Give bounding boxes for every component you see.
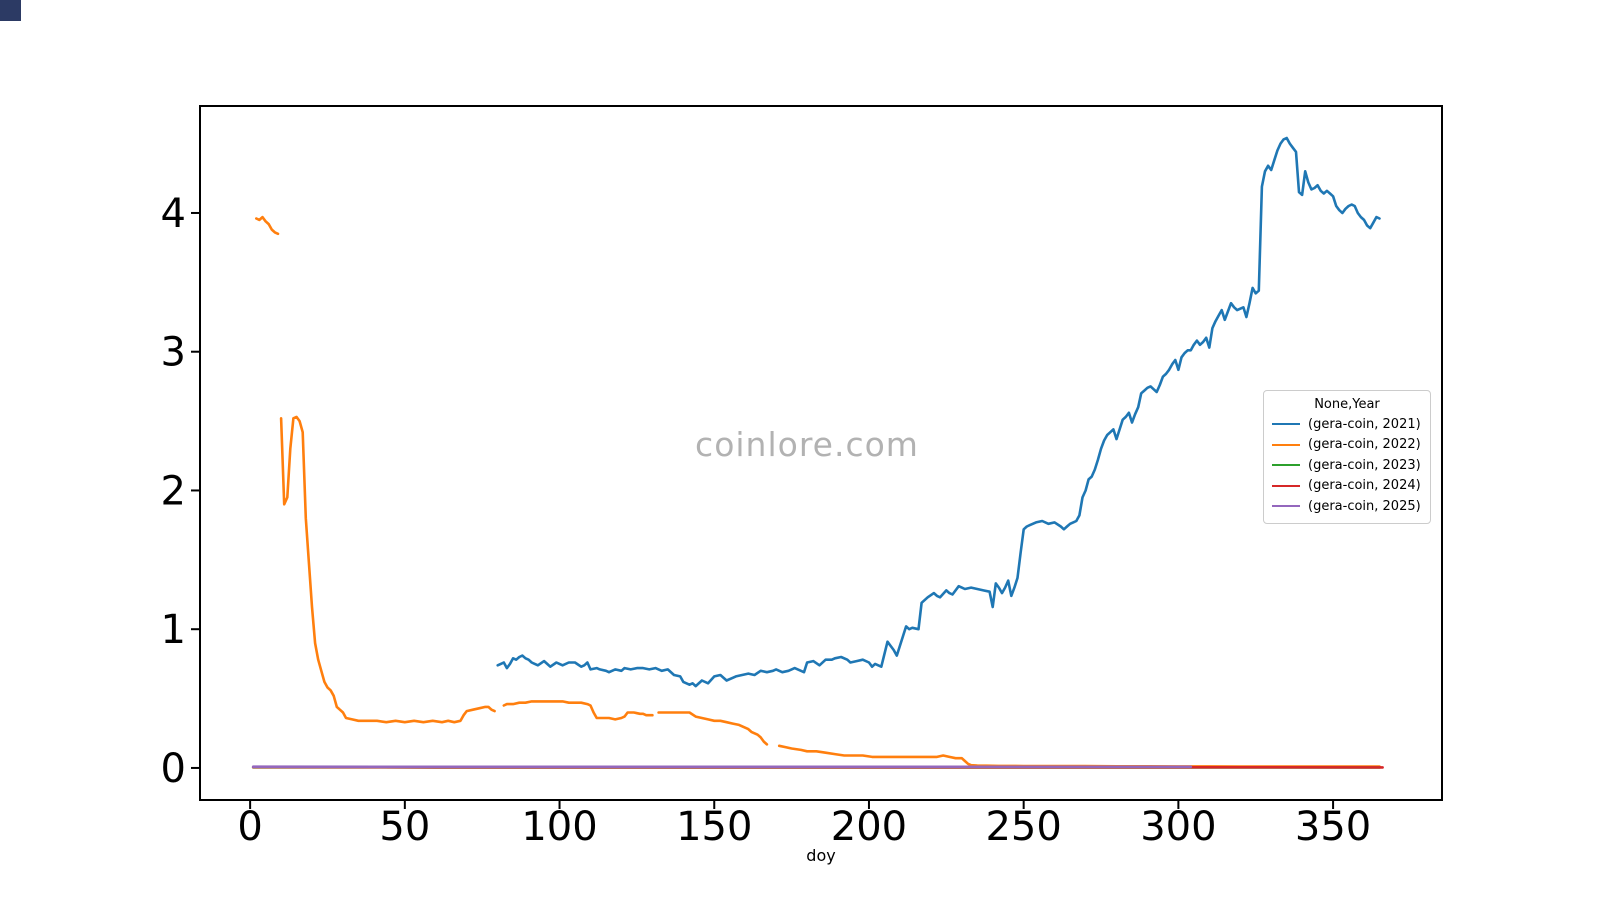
x-tick-label: 50	[379, 804, 430, 850]
legend-line-swatch	[1272, 484, 1300, 487]
legend-entry-label: (gera-coin, 2022)	[1308, 437, 1421, 453]
y-tick-label: 3	[161, 330, 186, 376]
legend-entry: (gera-coin, 2023)	[1272, 455, 1422, 476]
legend-entry: (gera-coin, 2024)	[1272, 476, 1422, 497]
legend: None,Year (gera-coin, 2021) (gera-coin, 2…	[1263, 390, 1431, 524]
x-tick-label: 200	[831, 804, 907, 850]
y-tick-label: 0	[161, 746, 186, 792]
axes-spines	[199, 105, 1443, 801]
legend-title: None,Year	[1314, 397, 1380, 412]
corner-artifact	[0, 0, 21, 21]
legend-line-swatch	[1272, 464, 1300, 467]
legend-line-swatch	[1272, 505, 1300, 508]
series-line-1	[255, 215, 1381, 768]
y-tick-label: 1	[161, 607, 186, 653]
x-tick-label: 300	[1140, 804, 1216, 850]
y-tick-label: 2	[161, 468, 186, 514]
x-tick-label: 150	[676, 804, 752, 850]
series-line-0	[496, 136, 1381, 688]
legend-entry: (gera-coin, 2025)	[1272, 496, 1422, 517]
x-axis-label: doy	[806, 846, 836, 865]
x-tick-label: 250	[985, 804, 1061, 850]
legend-entry-label: (gera-coin, 2021)	[1308, 416, 1421, 432]
y-tick-label: 4	[161, 191, 186, 237]
legend-entry: (gera-coin, 2021)	[1272, 414, 1422, 435]
x-tick-label: 350	[1295, 804, 1371, 850]
legend-line-swatch	[1272, 423, 1300, 426]
legend-line-swatch	[1272, 443, 1300, 446]
legend-entry-label: (gera-coin, 2024)	[1308, 478, 1421, 494]
legend-entry-label: (gera-coin, 2023)	[1308, 457, 1421, 473]
watermark: coinlore.com	[695, 425, 919, 464]
x-tick-label: 0	[237, 804, 262, 850]
legend-entries: (gera-coin, 2021) (gera-coin, 2022) (gera-…	[1272, 414, 1422, 517]
x-tick-label: 100	[521, 804, 597, 850]
legend-entry-label: (gera-coin, 2025)	[1308, 498, 1421, 514]
legend-entry: (gera-coin, 2022)	[1272, 435, 1422, 456]
